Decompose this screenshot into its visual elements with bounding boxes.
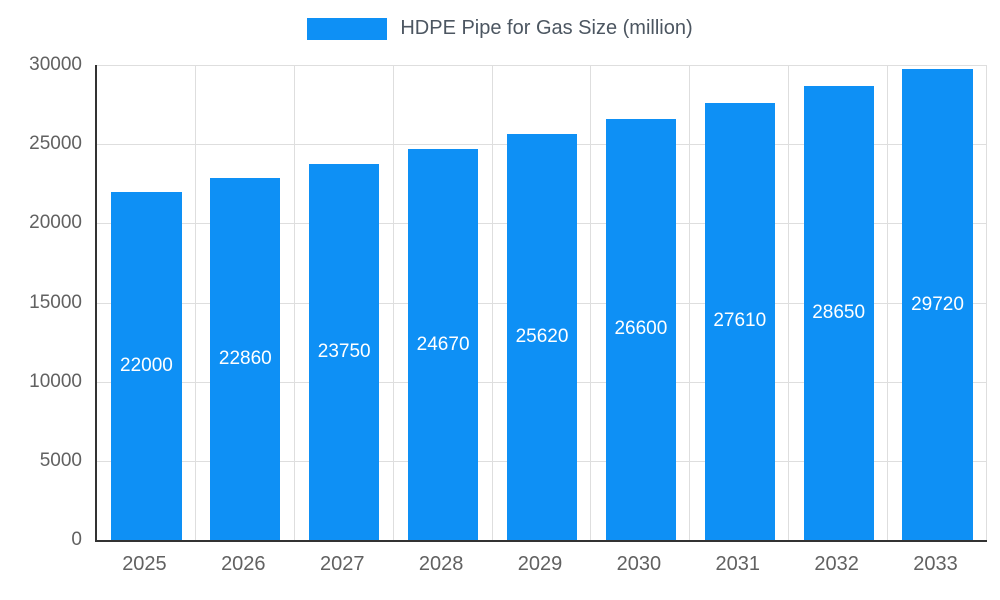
x-axis-tick-label: 2027 <box>319 553 365 575</box>
bar-value-label: 25620 <box>515 326 569 348</box>
legend-swatch-icon <box>307 17 388 40</box>
v-gridline <box>491 65 493 540</box>
x-axis-tick-label: 2025 <box>122 553 167 575</box>
bar-value-label: 23750 <box>317 340 371 362</box>
chart-legend: HDPE Pipe for Gas Size (million) <box>0 17 1000 40</box>
v-gridline <box>986 65 987 540</box>
y-axis-tick-label: 25000 <box>29 133 82 155</box>
bar-value-label: 27610 <box>713 310 767 332</box>
bar-value-label: 22000 <box>120 354 173 376</box>
y-axis-tick-label: 20000 <box>29 212 82 234</box>
bar-value-label: 28650 <box>812 302 866 324</box>
y-axis-tick-label: 5000 <box>39 449 82 471</box>
v-gridline <box>392 65 394 540</box>
bar-value-label: 29720 <box>911 293 964 315</box>
y-axis-tick-label: 0 <box>71 529 82 550</box>
x-axis-tick-label: 2029 <box>517 553 563 575</box>
v-gridline <box>590 65 592 540</box>
bar-2027: 23750 <box>309 163 380 540</box>
legend-label: HDPE Pipe for Gas Size (million) <box>400 17 693 39</box>
x-axis-tick-label: 2033 <box>913 553 958 575</box>
x-axis-tick-label: 2030 <box>616 553 662 575</box>
plot-area: 22000 22860 23750 24670 25620 26600 27610 28650… <box>95 65 987 542</box>
bar-2033: 29720 <box>902 69 973 540</box>
x-axis-tick-label: 2032 <box>814 553 859 575</box>
v-gridline <box>788 65 790 540</box>
v-gridline <box>689 65 691 540</box>
bar-2028: 24670 <box>408 149 479 540</box>
bar-2029: 25620 <box>506 134 578 540</box>
bar-value-label: 24670 <box>416 333 470 355</box>
y-axis-tick-label: 15000 <box>29 291 82 313</box>
v-gridline <box>887 65 889 540</box>
x-axis-tick-label: 2031 <box>715 553 761 575</box>
bar-2025: 22000 <box>111 191 182 540</box>
x-axis-tick-label: 2028 <box>418 553 464 575</box>
v-gridline <box>194 65 196 540</box>
bar-2031: 27610 <box>704 102 775 540</box>
bar-2026: 22860 <box>210 178 281 540</box>
x-axis-tick-label: 2026 <box>221 553 266 575</box>
bar-value-label: 26600 <box>614 318 668 340</box>
bar-value-label: 22860 <box>218 348 272 370</box>
v-gridline <box>293 65 295 540</box>
bar-2032: 28650 <box>803 86 874 540</box>
bar-2030: 26600 <box>605 118 676 540</box>
y-axis-tick-label: 10000 <box>29 370 82 392</box>
h-gridline <box>97 65 987 66</box>
y-axis-tick-label: 30000 <box>29 54 82 75</box>
